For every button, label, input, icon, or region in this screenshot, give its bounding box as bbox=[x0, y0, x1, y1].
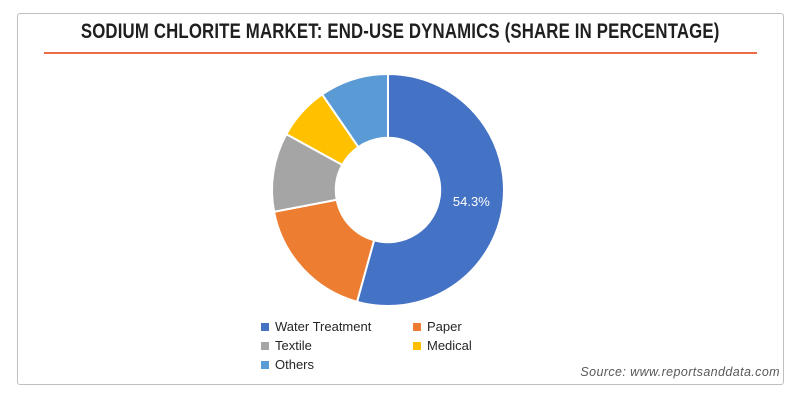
donut-slice-others bbox=[321, 73, 389, 149]
legend-swatch-textile bbox=[261, 341, 269, 350]
legend-label-medical: Medical bbox=[427, 338, 472, 353]
donut-slice-paper bbox=[273, 198, 376, 303]
legend-item-water-treatment: Water Treatment bbox=[261, 317, 413, 336]
legend-swatch-others bbox=[261, 360, 269, 369]
legend-swatch-water-treatment bbox=[261, 322, 269, 331]
source-attribution: Source: www.reportsanddata.com bbox=[580, 365, 780, 379]
legend-label-textile: Textile bbox=[275, 338, 312, 353]
donut-slice-water-treatment bbox=[356, 73, 505, 307]
legend-label-water-treatment: Water Treatment bbox=[275, 319, 372, 334]
legend-label-paper: Paper bbox=[427, 319, 462, 334]
title-underline-rule bbox=[44, 52, 757, 54]
chart-title: SODIUM CHLORITE MARKET: END-USE DYNAMICS… bbox=[0, 20, 800, 44]
chart-legend: Water Treatment Paper Textile Medical Ot… bbox=[261, 317, 573, 374]
legend-item-paper: Paper bbox=[413, 317, 573, 336]
legend-swatch-paper bbox=[413, 322, 421, 331]
chart-title-text: SODIUM CHLORITE MARKET: END-USE DYNAMICS… bbox=[80, 20, 720, 43]
legend-label-others: Others bbox=[275, 357, 315, 372]
legend-swatch-medical bbox=[413, 341, 421, 350]
legend-item-others: Others bbox=[261, 355, 413, 374]
donut-data-label-water-treatment: 54.3% bbox=[453, 194, 490, 209]
legend-item-medical: Medical bbox=[413, 336, 573, 355]
legend-item-textile: Textile bbox=[261, 336, 413, 355]
